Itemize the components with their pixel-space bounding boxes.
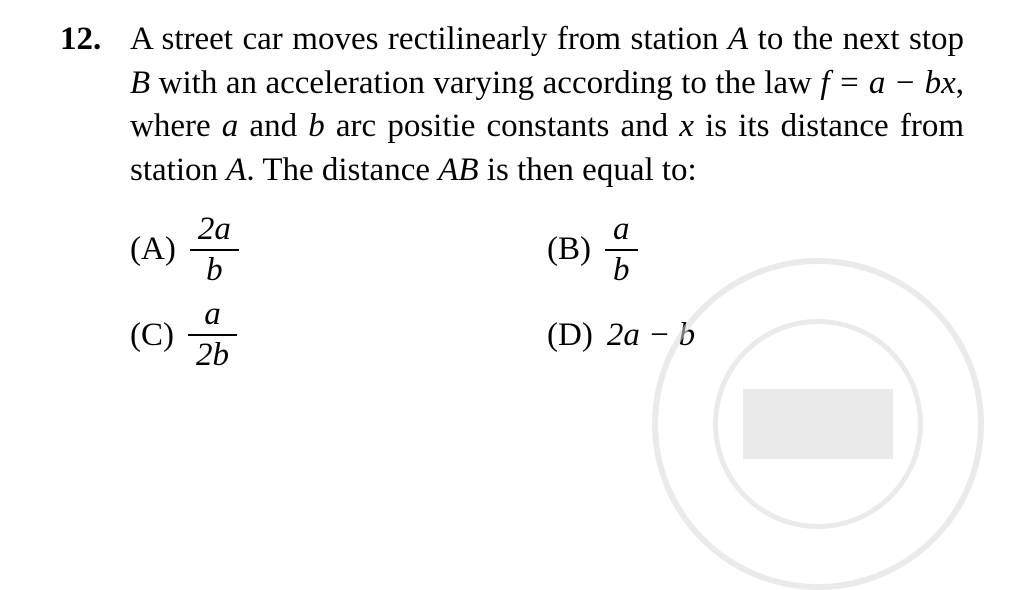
option-C-label: (C) <box>130 317 174 354</box>
question-text-part: is then equal to: <box>479 152 697 188</box>
variable-B: B <box>130 65 150 101</box>
question-text-part: arc positie constants and <box>325 108 680 144</box>
question-text-part: and <box>238 108 308 144</box>
option-B-fraction: a b <box>605 212 638 287</box>
option-C-denominator: 2b <box>188 336 237 373</box>
question-text-part: . The distance <box>246 152 438 188</box>
option-A-label: (A) <box>130 231 176 268</box>
option-B-numerator: a <box>605 212 638 251</box>
variable-x: x <box>679 108 694 144</box>
question-row: 12. A street car moves rectilinearly fro… <box>60 18 964 192</box>
page: 12. A street car moves rectilinearly fro… <box>0 0 1024 403</box>
variable-b: b <box>308 108 325 144</box>
options-row-2: (C) a 2b (D) 2a − b <box>130 297 964 372</box>
question-text-part: A street car moves rectilinearly from st… <box>130 21 728 57</box>
variable-a: a <box>222 108 239 144</box>
options-row-1: (A) 2a b (B) a b <box>130 212 964 287</box>
option-C[interactable]: (C) a 2b <box>130 297 547 372</box>
options-block: (A) 2a b (B) a b (C) a 2b <box>130 212 964 373</box>
question-text-part: with an acceleration varying according t… <box>150 65 820 101</box>
question-number: 12. <box>60 18 130 62</box>
option-B[interactable]: (B) a b <box>547 212 964 287</box>
option-A[interactable]: (A) 2a b <box>130 212 547 287</box>
question-text: A street car moves rectilinearly from st… <box>130 18 964 192</box>
option-A-denominator: b <box>190 251 239 288</box>
variable-AB: AB <box>438 152 478 188</box>
option-A-numerator: 2a <box>190 212 239 251</box>
variable-A2: A <box>226 152 246 188</box>
option-C-numerator: a <box>188 297 237 336</box>
equation: f = a − bx <box>820 65 955 101</box>
variable-A: A <box>728 21 748 57</box>
option-B-label: (B) <box>547 231 591 268</box>
question-text-part: to the next stop <box>748 21 964 57</box>
option-A-fraction: 2a b <box>190 212 239 287</box>
option-D-label: (D) <box>547 317 593 354</box>
option-C-fraction: a 2b <box>188 297 237 372</box>
option-B-denominator: b <box>605 251 638 288</box>
option-D[interactable]: (D) 2a − b <box>547 297 964 372</box>
option-D-expression: 2a − b <box>607 317 695 354</box>
